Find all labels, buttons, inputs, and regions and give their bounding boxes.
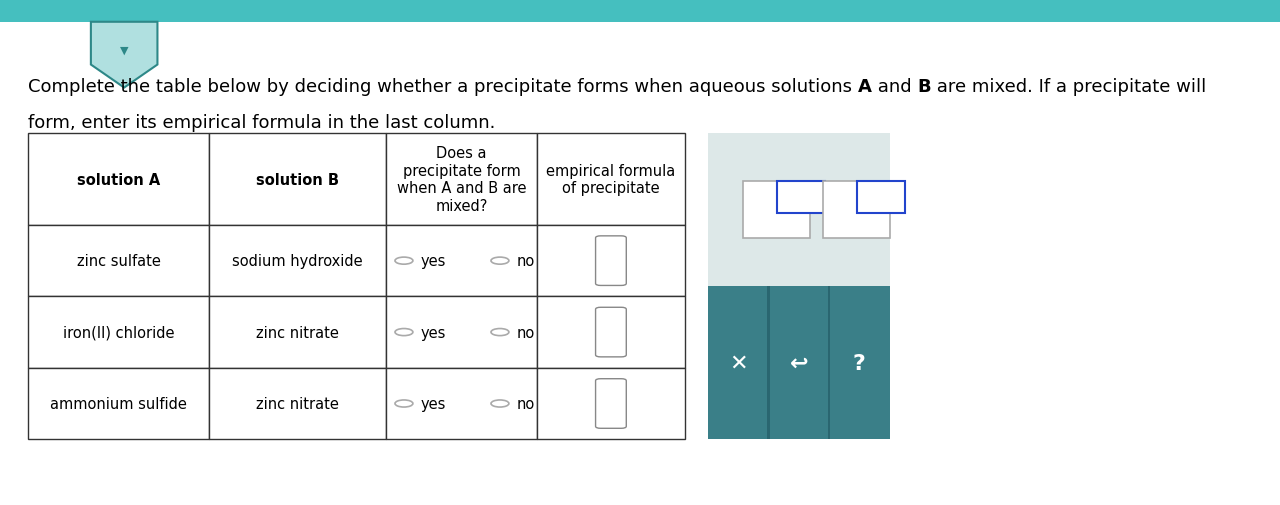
Text: form, enter its empirical formula in the last column.: form, enter its empirical formula in the…	[28, 114, 495, 132]
Text: empirical formula
of precipitate: empirical formula of precipitate	[547, 164, 676, 196]
Text: solution A: solution A	[77, 172, 160, 187]
Text: yes: yes	[421, 325, 445, 340]
Text: no: no	[517, 396, 535, 411]
Text: and: and	[872, 78, 918, 96]
Text: zinc nitrate: zinc nitrate	[256, 325, 339, 340]
Text: Does a
precipitate form
when A and B are
mixed?: Does a precipitate form when A and B are…	[397, 146, 526, 213]
Text: no: no	[517, 254, 535, 269]
Text: sodium hydroxide: sodium hydroxide	[232, 254, 362, 269]
Text: ↩: ↩	[790, 353, 808, 373]
Text: ▼: ▼	[120, 45, 128, 55]
Text: Complete the table below by deciding whether a precipitate forms when aqueous so: Complete the table below by deciding whe…	[28, 78, 858, 96]
Text: yes: yes	[421, 254, 445, 269]
Text: solution B: solution B	[256, 172, 339, 187]
Text: are mixed. If a precipitate will: are mixed. If a precipitate will	[931, 78, 1206, 96]
Text: B: B	[918, 78, 931, 96]
Text: A: A	[858, 78, 872, 96]
Text: zinc sulfate: zinc sulfate	[77, 254, 160, 269]
Text: ✕: ✕	[728, 353, 748, 373]
Text: yes: yes	[421, 396, 445, 411]
Text: zinc nitrate: zinc nitrate	[256, 396, 339, 411]
Text: ammonium sulfide: ammonium sulfide	[50, 396, 187, 411]
Text: iron(II) chloride: iron(II) chloride	[63, 325, 174, 340]
Text: no: no	[517, 325, 535, 340]
Text: ?: ?	[852, 353, 865, 373]
